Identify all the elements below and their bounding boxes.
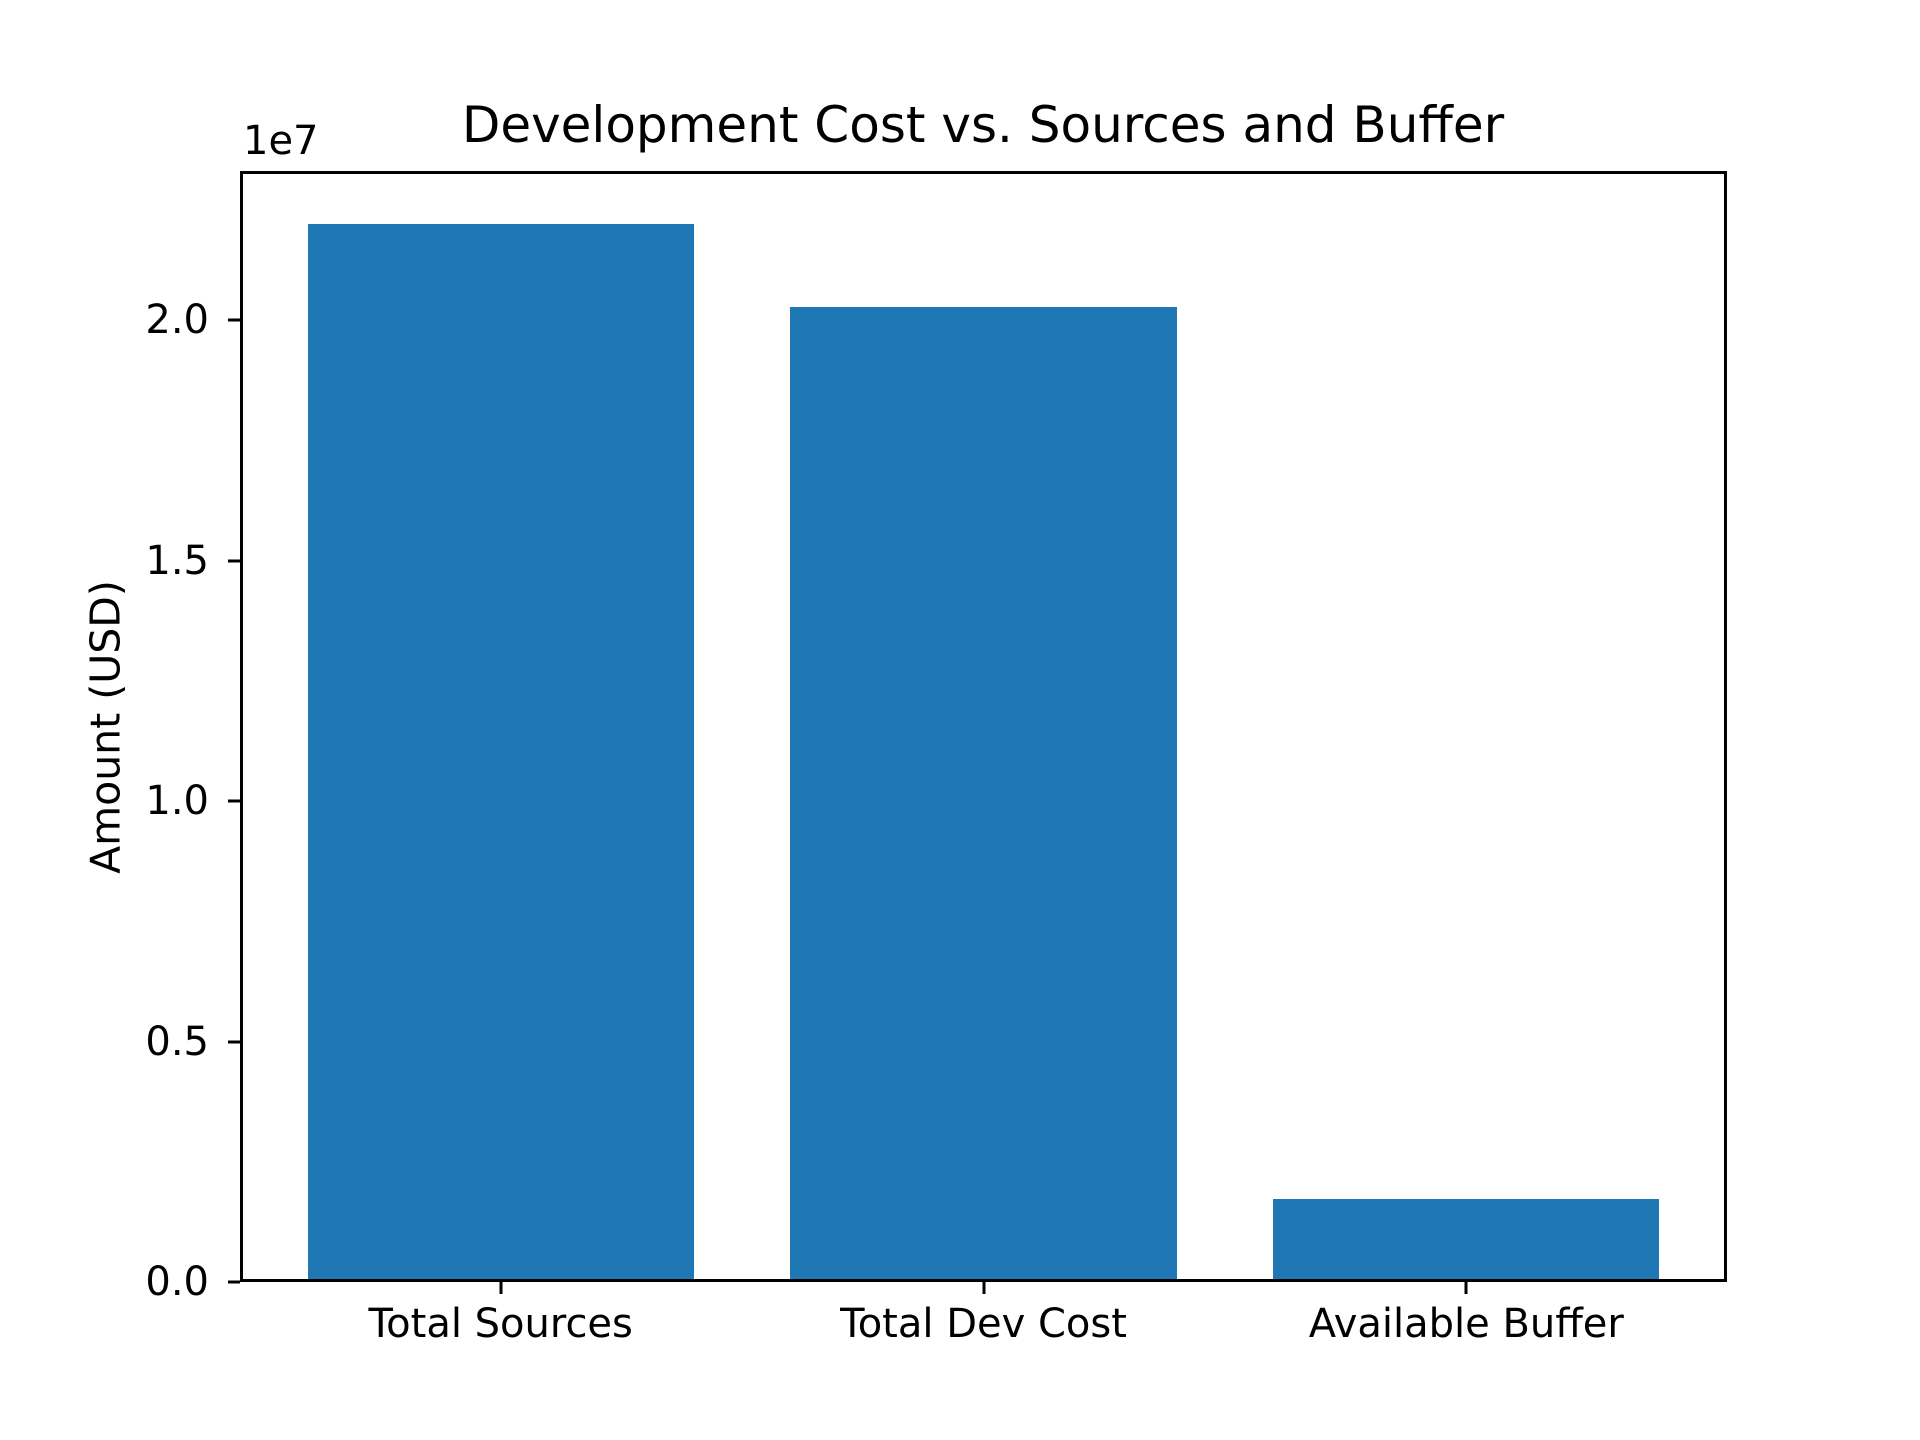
x-tick-mark-total-sources xyxy=(499,1282,503,1294)
y-axis-offset-label: 1e7 xyxy=(243,118,319,164)
plot-area: 0.0 0.5 1.0 1.5 2.0 Total Sources Total Dev Co… xyxy=(145,171,1727,1344)
x-tick-mark-available-buffer xyxy=(1464,1282,1468,1294)
x-tick-mark-total-dev-cost xyxy=(982,1282,985,1294)
y-tick-mark-1.5 xyxy=(228,559,240,563)
y-tick-mark-2.0 xyxy=(228,318,240,322)
y-tick-label-1.5: 1.5 xyxy=(145,537,209,584)
bar-available-buffer xyxy=(1273,1198,1660,1282)
y-tick-label-0.5: 0.5 xyxy=(145,1018,209,1065)
y-tick-mark-0.0 xyxy=(228,1280,240,1284)
y-axis-label: Amount (USD) xyxy=(81,580,130,874)
bar-total-sources xyxy=(307,223,694,1282)
bar-total-dev-cost xyxy=(790,307,1177,1282)
y-tick-label-1.0: 1.0 xyxy=(145,778,209,825)
y-tick-mark-1.0 xyxy=(228,799,240,803)
chart-title: Development Cost vs. Sources and Buffer xyxy=(461,96,1505,154)
y-tick-label-0.0: 0.0 xyxy=(145,1259,209,1305)
x-tick-label-available-buffer: Available Buffer xyxy=(1308,1301,1624,1347)
y-tick-label-2.0: 2.0 xyxy=(145,297,209,344)
x-tick-label-total-sources: Total Sources xyxy=(368,1301,633,1347)
y-tick-mark-0.5 xyxy=(228,1040,240,1044)
x-tick-label-total-dev-cost: Total Dev Cost xyxy=(840,1301,1127,1347)
